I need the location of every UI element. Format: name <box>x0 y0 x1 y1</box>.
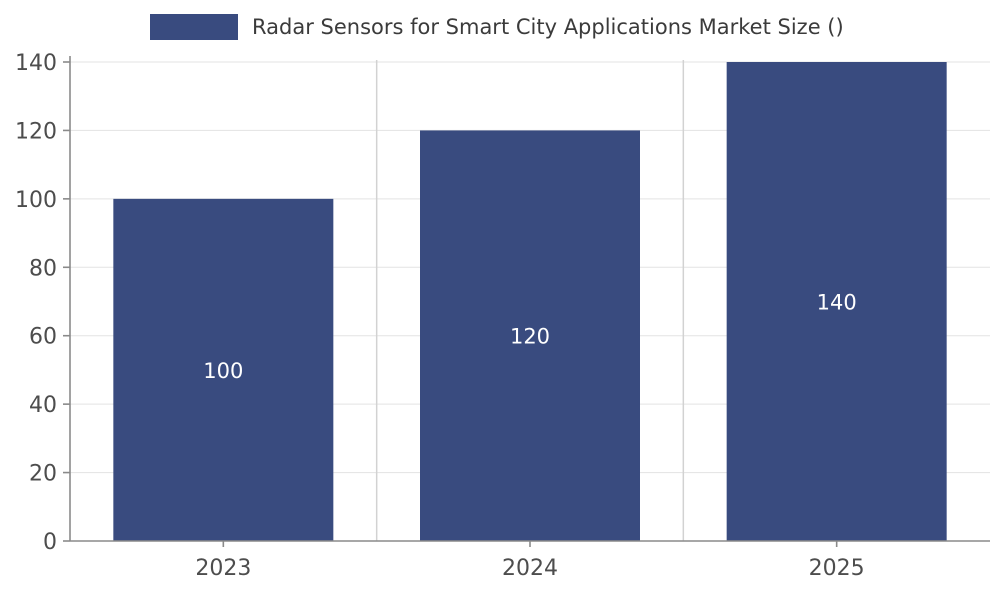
chart-legend: Radar Sensors for Smart City Application… <box>150 14 844 40</box>
y-tick-label: 100 <box>15 188 57 213</box>
x-tick-label: 2023 <box>195 556 251 581</box>
chart-title: Radar Sensors for Smart City Application… <box>252 15 844 39</box>
y-tick-label: 140 <box>15 51 57 76</box>
y-tick-label: 0 <box>43 530 57 555</box>
bar-value-label: 120 <box>510 325 550 349</box>
legend-swatch <box>150 14 238 40</box>
bar-2024 <box>420 130 640 541</box>
y-tick-label: 120 <box>15 119 57 144</box>
x-tick-label: 2024 <box>502 556 558 581</box>
bar-value-label: 100 <box>203 359 243 383</box>
bar-2023 <box>113 198 334 541</box>
y-tick-label: 80 <box>29 256 57 281</box>
y-tick-label: 60 <box>29 325 57 350</box>
x-tick-label: 2025 <box>809 556 865 581</box>
y-tick-label: 20 <box>29 462 57 487</box>
y-tick-label: 40 <box>29 393 57 418</box>
bar-value-label: 140 <box>817 291 857 315</box>
bar-2025 <box>726 62 947 541</box>
